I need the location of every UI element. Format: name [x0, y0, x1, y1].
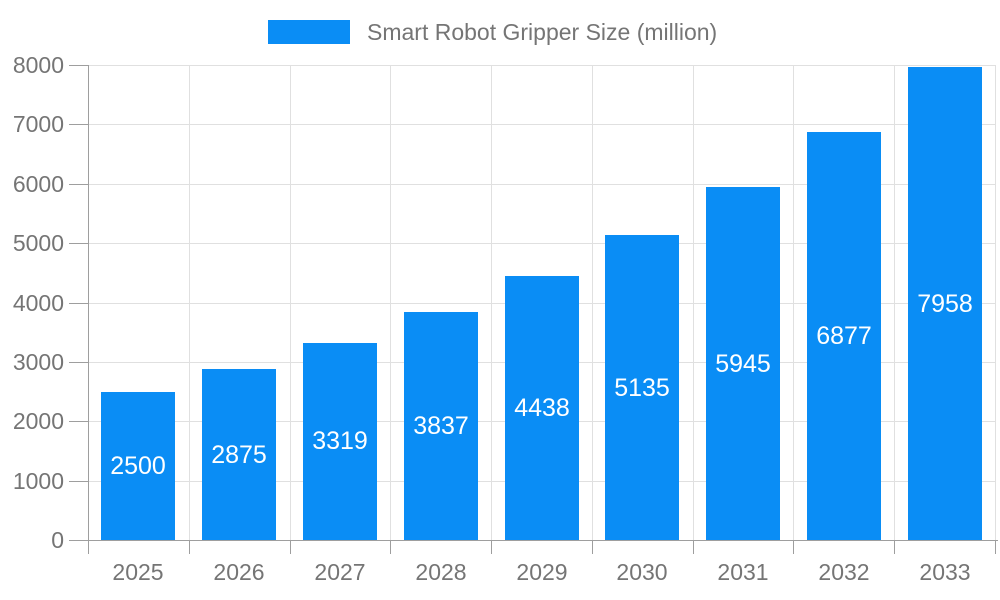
x-axis-label: 2028	[415, 559, 467, 585]
x-axis-tick	[389, 540, 391, 554]
gridline-horizontal	[88, 183, 995, 185]
y-axis-label: 4000	[12, 290, 64, 316]
y-axis-tick	[69, 242, 88, 244]
bar-value-label: 5135	[614, 374, 670, 402]
x-axis-label: 2025	[112, 559, 164, 585]
x-axis-label: 2033	[919, 559, 971, 585]
bar[interactable]	[404, 312, 478, 540]
legend-swatch-icon	[268, 20, 350, 44]
x-axis-tick	[994, 540, 996, 554]
gridline-horizontal	[88, 64, 995, 66]
bar-value-label: 6877	[816, 322, 872, 350]
y-axis-label: 7000	[12, 111, 64, 137]
y-axis-tick	[69, 361, 88, 363]
bar-value-label: 3319	[312, 427, 368, 455]
y-axis-label: 5000	[12, 230, 64, 256]
x-axis-tick	[289, 540, 291, 554]
x-axis-tick	[490, 540, 492, 554]
legend-label: Smart Robot Gripper Size (million)	[367, 19, 718, 45]
bar[interactable]	[908, 67, 982, 540]
x-axis-tick	[188, 540, 190, 554]
x-axis-label: 2026	[213, 559, 265, 585]
gridline-vertical	[893, 65, 895, 540]
y-axis-tick	[69, 302, 88, 304]
y-axis-label: 1000	[12, 468, 64, 494]
bar-value-label: 5945	[715, 350, 771, 378]
gridline-vertical	[692, 65, 694, 540]
gridline-vertical	[490, 65, 492, 540]
gridline-horizontal	[88, 242, 995, 244]
legend[interactable]: Smart Robot Gripper Size (million)	[268, 19, 717, 45]
y-axis-tick	[69, 480, 88, 482]
bar[interactable]	[605, 235, 679, 540]
x-axis-label: 2027	[314, 559, 366, 585]
y-axis-label: 2000	[12, 408, 64, 434]
gridline-vertical	[389, 65, 391, 540]
bar[interactable]	[303, 343, 377, 540]
y-axis-tick	[69, 420, 88, 422]
bar-value-label: 7958	[917, 290, 973, 318]
gridline-vertical	[792, 65, 794, 540]
gridline-vertical	[289, 65, 291, 540]
x-axis-tick	[692, 540, 694, 554]
bar[interactable]	[101, 392, 175, 540]
bar[interactable]	[807, 132, 881, 540]
bar-value-label: 2875	[211, 441, 267, 469]
bar-value-label: 3837	[413, 412, 469, 440]
y-axis-label: 6000	[12, 171, 64, 197]
x-axis-line	[88, 539, 998, 541]
gridline-vertical	[591, 65, 593, 540]
x-axis-label: 2030	[616, 559, 668, 585]
gridline-vertical	[188, 65, 190, 540]
bar[interactable]	[505, 276, 579, 540]
bar-value-label: 4438	[514, 394, 570, 422]
y-axis-label: 3000	[12, 349, 64, 375]
y-axis-label: 0	[51, 527, 64, 553]
bar[interactable]	[706, 187, 780, 540]
gridline-vertical	[994, 65, 996, 540]
y-axis-tick	[69, 64, 88, 66]
x-axis-label: 2031	[717, 559, 769, 585]
bar-value-label: 2500	[110, 452, 166, 480]
x-axis-label: 2032	[818, 559, 870, 585]
x-axis-tick	[591, 540, 593, 554]
y-axis-label: 8000	[12, 52, 64, 78]
gridline-horizontal	[88, 123, 995, 125]
y-axis-tick	[69, 123, 88, 125]
y-axis-line	[87, 65, 89, 554]
y-axis-tick	[69, 183, 88, 185]
bar[interactable]	[202, 369, 276, 540]
x-axis-label: 2029	[516, 559, 568, 585]
y-axis-tick	[69, 539, 88, 541]
x-axis-tick	[893, 540, 895, 554]
x-axis-tick	[792, 540, 794, 554]
